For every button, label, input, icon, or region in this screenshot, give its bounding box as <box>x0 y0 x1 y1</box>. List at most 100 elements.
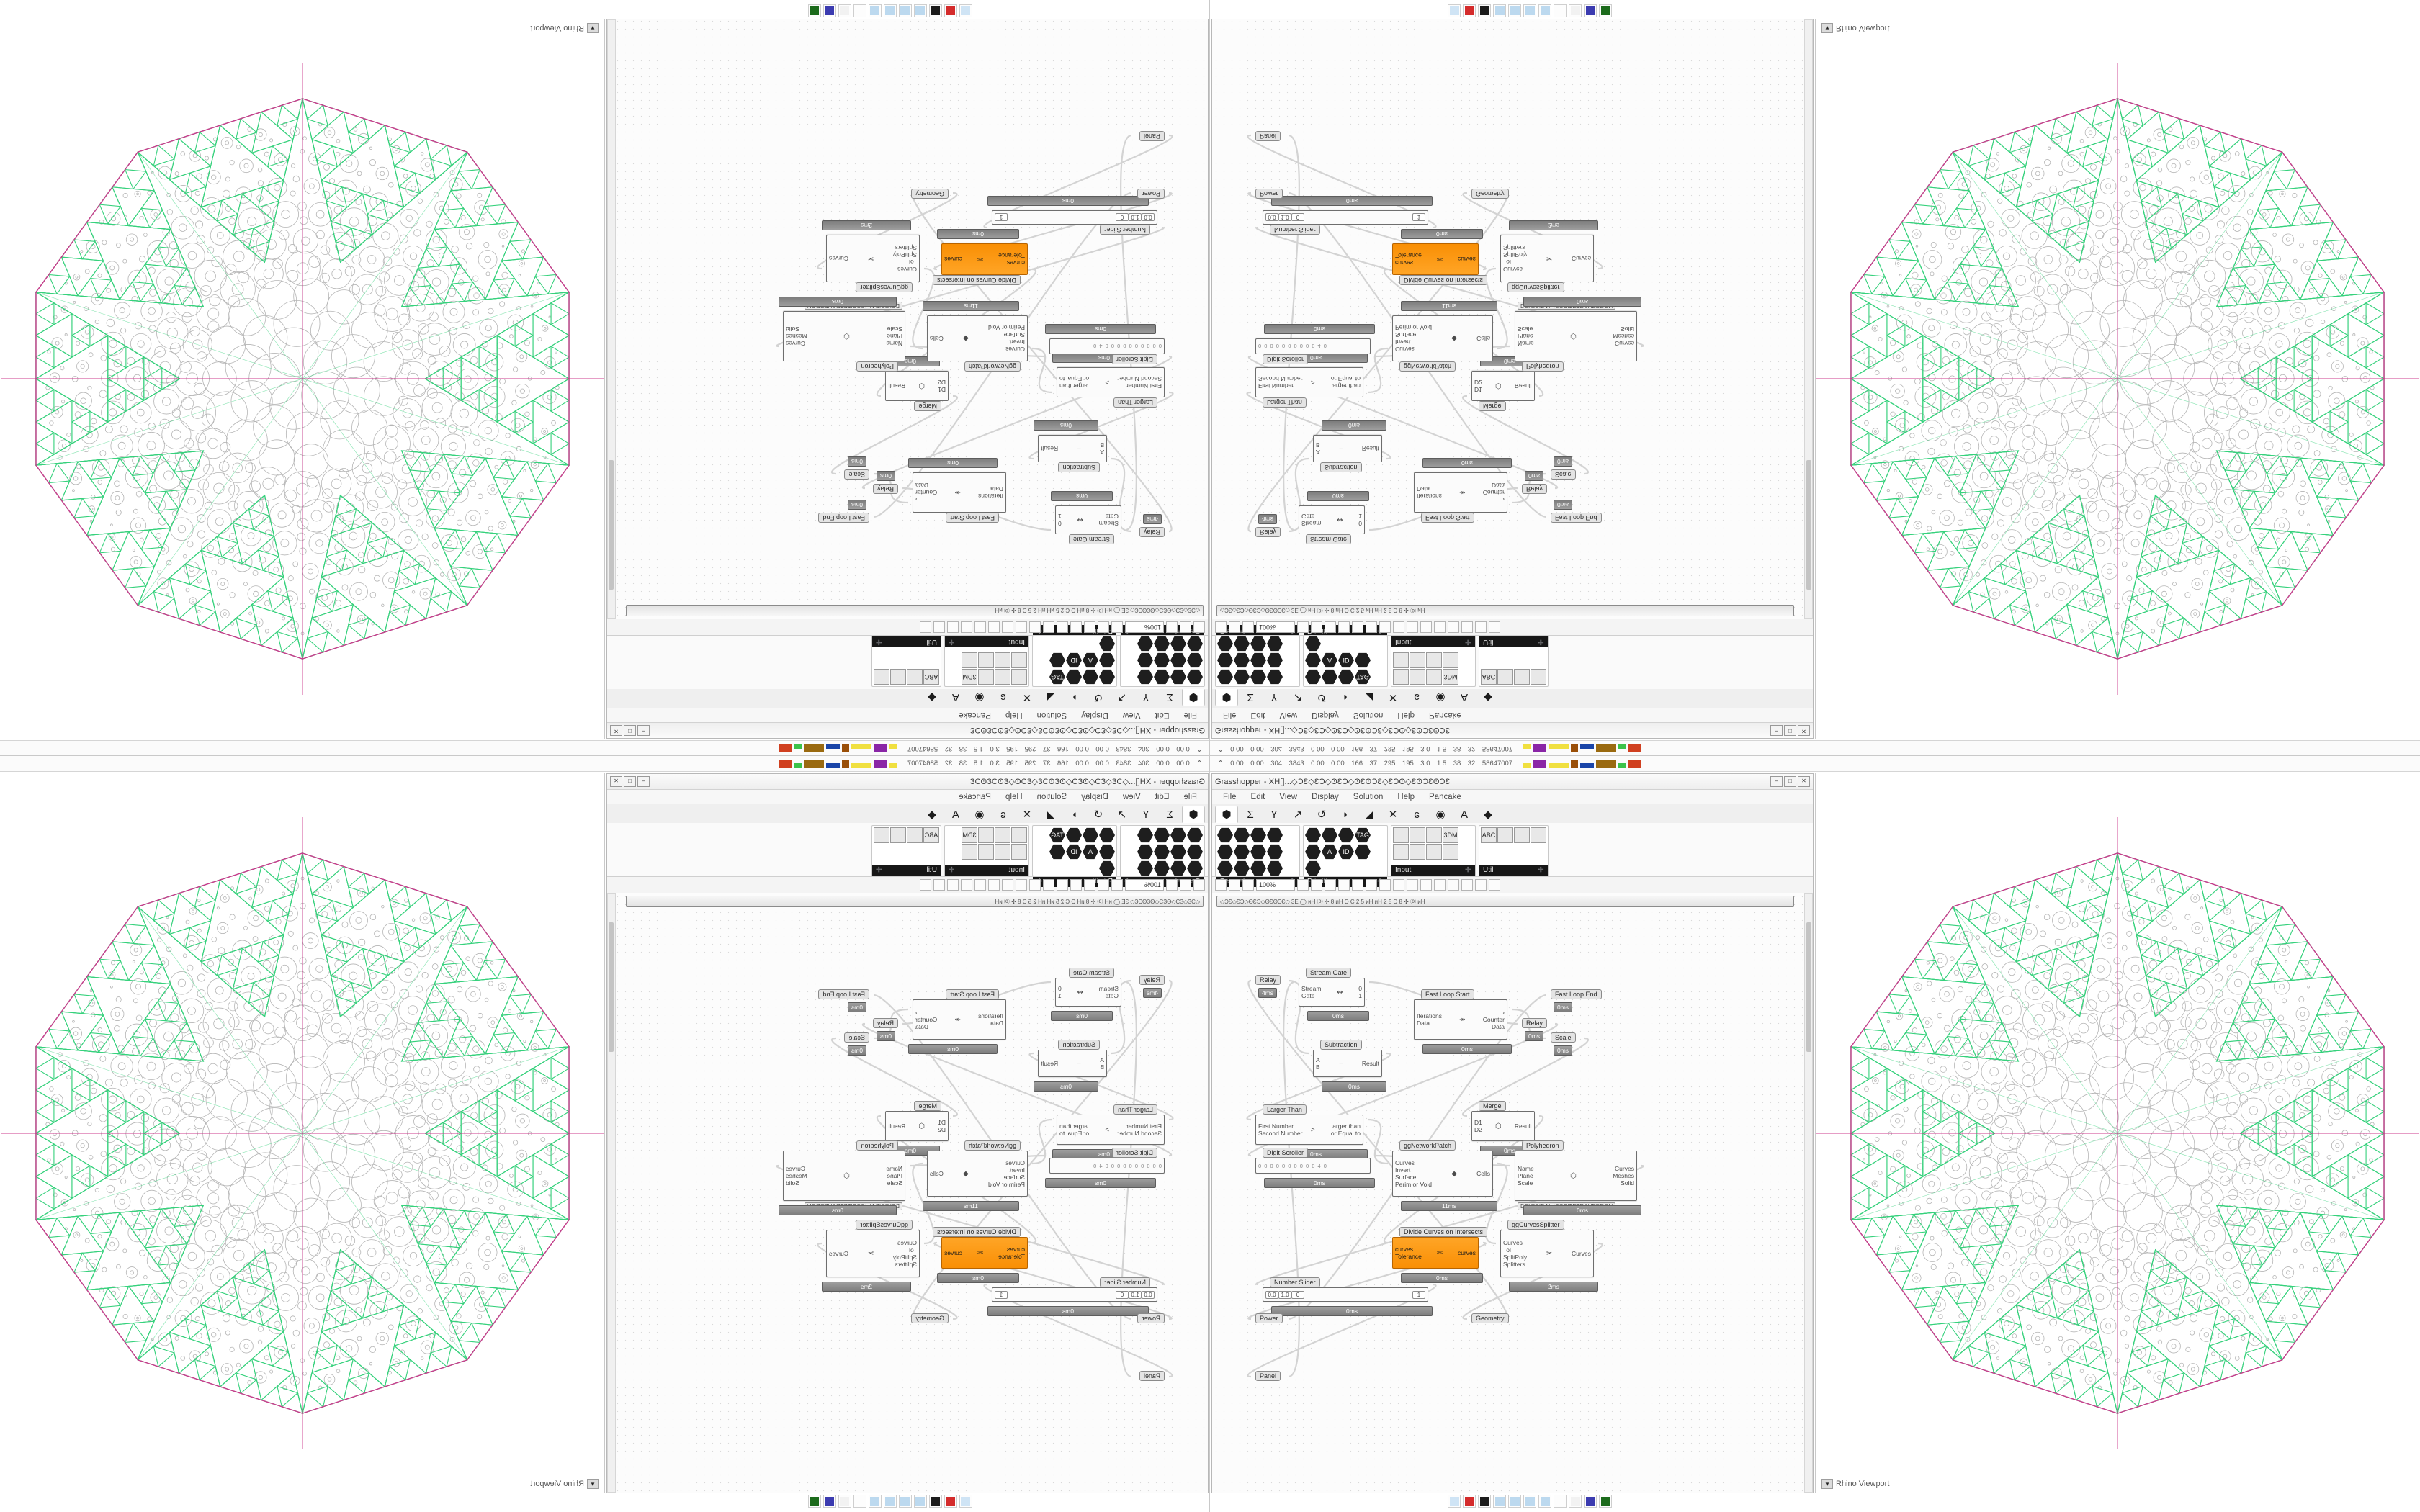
preview-button[interactable] <box>1057 621 1068 633</box>
input-port[interactable]: Stream <box>1098 520 1119 528</box>
taskbar-calculator-app[interactable] <box>959 4 972 17</box>
text-tab[interactable]: A <box>1460 808 1468 821</box>
output-ports[interactable]: › Counter Data <box>1483 1009 1505 1030</box>
component-name[interactable]: Subtraction <box>1320 1040 1362 1050</box>
zoom-level-field[interactable]: 100% <box>1125 879 1164 891</box>
slider-min-field[interactable]: 0.0 <box>1265 1290 1278 1299</box>
taskbar-blank-app[interactable] <box>1569 4 1582 17</box>
slider-value[interactable]: 1 <box>995 213 1008 222</box>
component-body[interactable]: curves Tolerance ✄ curves <box>941 1237 1028 1269</box>
color-button[interactable] <box>1475 621 1487 633</box>
magnet-icon[interactable] <box>1137 636 1153 652</box>
mesh-tab[interactable]: ◢ <box>1365 809 1373 821</box>
component-name[interactable]: Fast Loop Start <box>946 513 999 523</box>
gh-canvas[interactable]: ◇ƆƐ◇ƐƆ◇ʘƐƆ◇ʘƐʘƆƐ◇ 3E ◯ иН ⓪ ✣ 8 иН Ɔ С 2… <box>1212 893 1813 1493</box>
ribbon-icon-grid[interactable] <box>1122 636 1203 685</box>
input-ports[interactable]: Curves Tol SplitPoly Splitters <box>893 245 917 274</box>
burst-icon[interactable] <box>1322 669 1337 685</box>
taskbar-notepad-2[interactable] <box>899 4 912 17</box>
zoom-button[interactable] <box>1325 879 1336 891</box>
ribbon-expand-icon[interactable]: ➕ <box>876 868 882 873</box>
input-port[interactable]: Scale <box>887 325 902 333</box>
gh-component[interactable]: Subtraction A B − Result 0ms <box>1034 1040 1107 1092</box>
surface-tab[interactable]: ◗ <box>1342 808 1349 821</box>
component-label[interactable]: Power <box>1255 1313 1283 1323</box>
output-ports[interactable]: Result <box>1362 446 1379 453</box>
output-port[interactable]: … or Equal to <box>1059 1129 1097 1137</box>
vector-icon[interactable] <box>1187 652 1203 668</box>
cancel-icon[interactable] <box>1531 827 1546 843</box>
spiral-icon[interactable] <box>1267 669 1283 685</box>
component-name[interactable]: Digit Scroller <box>1263 354 1309 364</box>
gh-component[interactable]: ggCurvesSplitter Curves Tol SplitPoly Splitt… <box>1500 220 1598 292</box>
new-button[interactable] <box>1193 621 1205 633</box>
component-name[interactable]: ggCurvesSplitter <box>1507 1220 1564 1230</box>
undo-button[interactable] <box>1297 621 1309 633</box>
taskbar-notepad-3[interactable] <box>1523 4 1536 17</box>
surface-icon[interactable] <box>1137 844 1153 860</box>
output-ports[interactable]: Larger than… or Equal to <box>1059 376 1097 390</box>
palette-icon[interactable] <box>978 827 994 843</box>
zoom-button[interactable] <box>1325 621 1336 633</box>
gh-component[interactable]: Fast Loop Start Iterations Data ↠ › Counter Da… <box>1414 458 1512 523</box>
menu-item-view[interactable]: View <box>1279 792 1298 801</box>
output-ports[interactable]: curves <box>944 256 963 264</box>
output-port[interactable]: › <box>915 1008 918 1016</box>
component-name[interactable]: Larger Than <box>1113 397 1157 408</box>
component-body[interactable]: D1 D2 ⬡ Result <box>1471 371 1535 401</box>
input-port[interactable]: Curves <box>1005 346 1025 354</box>
component-body[interactable]: Name Plane Scale ⬡ Curves Meshes Solid <box>783 311 905 361</box>
input-ports[interactable]: D1 D2 <box>938 379 946 394</box>
gh-component[interactable]: ggNetworkPatch Curves Invert Surface Perim o… <box>923 1140 1028 1211</box>
surface-tab[interactable]: ◗ <box>1071 691 1078 704</box>
gh-component[interactable]: Polyhedron Name Plane Scale ⬡ Curves Meshes Sol… <box>779 297 905 372</box>
component-name[interactable]: Subtraction <box>1058 462 1100 472</box>
quadrant-top-right[interactable]: ⌃ 0.00 0.00 304 3843 0.00 0.00 166 37 29… <box>1210 0 2420 756</box>
status-collapse-icon[interactable]: ⌃ <box>1196 760 1203 768</box>
menu-item-view[interactable]: View <box>1279 711 1298 720</box>
input-port[interactable]: curves <box>1395 1245 1414 1253</box>
ribbon-expand-icon[interactable]: ➕ <box>1465 639 1471 644</box>
field-icon[interactable] <box>1187 636 1203 652</box>
component-name[interactable]: Larger Than <box>1113 1104 1157 1115</box>
gh-component[interactable]: Polyhedron Name Plane Scale ⬡ Curves Meshes Sol… <box>779 1140 905 1215</box>
slider-track[interactable] <box>1012 217 1111 218</box>
canvas-breadcrumb[interactable]: ◇ƆƐ◇ƐƆ◇ʘƐƆ◇ʘƐʘƆƐ◇ 3E ◯ иН ⓪ ✣ 8 иН Ɔ С 2… <box>1216 896 1794 907</box>
twisted-icon[interactable] <box>1234 860 1250 876</box>
input-port[interactable]: Stream <box>1098 984 1119 992</box>
params-tab[interactable]: ⬢ <box>1215 689 1238 706</box>
taskbar-folder-app[interactable] <box>1554 1495 1567 1508</box>
point-icon[interactable] <box>1154 827 1170 843</box>
component-name[interactable]: Merge <box>914 401 941 411</box>
input-ports[interactable]: Name Plane Scale <box>886 1165 902 1187</box>
viewport-tab[interactable]: ▼ Rhino Viewport <box>531 1479 599 1489</box>
cancel-icon[interactable] <box>1531 669 1546 685</box>
vector-icon[interactable] <box>1217 652 1233 668</box>
input-port[interactable]: First Number <box>1126 382 1162 390</box>
help-button[interactable] <box>920 621 931 633</box>
gh-component[interactable]: ggNetworkPatch Curves Invert Surface Perim o… <box>923 301 1028 372</box>
component-body[interactable]: curves Tolerance ✄ curves <box>941 243 1028 275</box>
gh-component[interactable]: Merge D1 D2 ⬡ Result 0ms <box>881 356 949 411</box>
input-port[interactable]: Curves <box>1503 266 1523 274</box>
gh-component[interactable]: Number Slider 0.0 1.0 0 1 0ms <box>987 196 1157 235</box>
gh-component[interactable]: Digit Scroller 0 0 0 0 0 0 0 0 0 0 4 0 0ms <box>1255 324 1375 364</box>
output-port[interactable]: Larger than <box>1059 382 1091 390</box>
output-port[interactable]: curves <box>944 256 963 264</box>
output-port[interactable]: › <box>915 496 918 504</box>
input-port[interactable]: Second Number <box>1258 375 1303 383</box>
dice-icon[interactable] <box>1338 827 1354 843</box>
gh-component[interactable]: Polyhedron Name Plane Scale ⬡ Curves Meshes Sol… <box>1515 297 1641 372</box>
ribbon-expand-icon[interactable]: ➕ <box>1538 868 1544 873</box>
save-button[interactable] <box>1242 879 1254 891</box>
gh-component[interactable]: ggCurvesSplitter Curves Tol SplitPoly Splitt… <box>1500 1220 1598 1292</box>
ribbon-expand-icon[interactable]: ➕ <box>949 868 955 873</box>
input-port[interactable]: Iterations <box>978 1012 1003 1020</box>
taskbar-blank-app[interactable] <box>838 4 851 17</box>
component-body[interactable]: 0.0 1.0 0 1 <box>992 1287 1157 1302</box>
component-label[interactable]: Fast Loop End <box>1551 513 1602 523</box>
table-icon[interactable] <box>1011 844 1027 860</box>
bounds-button[interactable] <box>1448 879 1459 891</box>
gh-component[interactable]: Fast Loop Start Iterations Data ↠ › Counter Da… <box>908 989 1006 1054</box>
slider-min-field[interactable]: 0.0 <box>1142 1290 1155 1299</box>
